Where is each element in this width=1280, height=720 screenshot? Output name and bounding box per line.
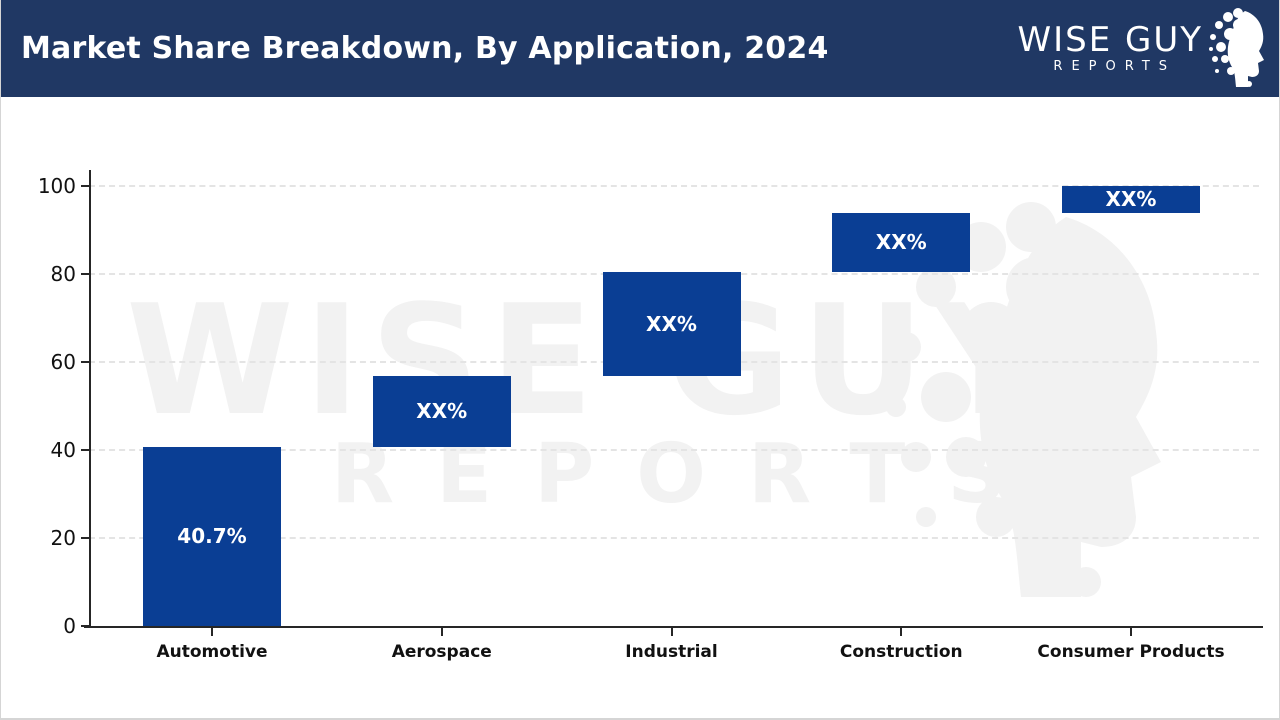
x-axis-line [84,626,1263,628]
header: Market Share Breakdown, By Application, … [1,0,1279,97]
bar-value-label: 40.7% [177,524,247,549]
bar-aerospace: XX% [372,376,511,447]
bar-consumer-products: XX% [1062,186,1200,213]
y-axis-tick-label: 40 [50,438,76,462]
bar-construction: XX% [832,212,971,272]
brand-logo-text: WISE GUY REPORTS [1017,23,1203,74]
y-axis-tick [81,185,89,187]
y-axis-tick [81,537,89,539]
y-axis-tick [81,449,89,451]
y-axis-tick-label: 100 [37,174,76,198]
y-axis-tick-label: 20 [50,526,76,550]
gridline [89,537,1259,539]
y-axis-tick [81,361,89,363]
y-axis-tick-label: 60 [50,350,76,374]
watermark-head-dots-icon [886,202,1161,597]
y-axis-tick-label: 80 [50,262,76,286]
chart-area: WISE GUY REPORTS 0 20 40 60 80 100 40.7% Automo… [1,97,1279,718]
y-axis-tick-label: 0 [63,614,76,638]
x-axis-category-label: Aerospace [391,642,492,662]
watermark-brand-name: WISE GUY [126,272,1055,449]
brand-name: WISE GUY [1017,20,1203,60]
x-axis-tick [900,628,903,636]
bar-value-label: XX% [416,399,468,424]
bar-value-label: XX% [875,230,927,255]
x-axis-tick [211,628,213,636]
page-title: Market Share Breakdown, By Application, … [21,31,829,66]
x-axis-tick [670,628,673,636]
bar-value-label: XX% [1105,187,1157,212]
bar-industrial: XX% [602,271,741,377]
bar-automotive: 40.7% [143,446,281,626]
y-axis-line [89,170,91,628]
x-axis-category-label: Industrial [625,642,718,662]
x-axis-category-label: Automotive [156,642,268,662]
head-dots-icon [1209,7,1264,87]
x-axis-tick [440,628,443,636]
x-axis-tick [1130,628,1132,636]
brand-logo: WISE GUY REPORTS [1017,7,1267,91]
bar-value-label: XX% [646,311,697,336]
x-axis-category-label: Consumer Products [1037,642,1225,662]
y-axis-tick [81,273,89,275]
x-axis-category-label: Construction [839,642,963,662]
brand-subtitle: REPORTS [1053,59,1177,74]
gridline [89,449,1259,451]
gridline [89,185,1259,187]
